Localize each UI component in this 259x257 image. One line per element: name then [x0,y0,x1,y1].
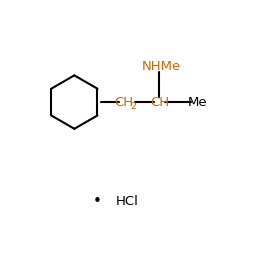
Text: CH: CH [114,96,133,108]
Text: CH: CH [150,96,169,108]
Text: 2: 2 [130,102,136,111]
Text: HCl: HCl [115,195,138,207]
Text: •: • [93,194,102,208]
Text: Me: Me [188,96,208,108]
Text: NHMe: NHMe [142,60,181,73]
